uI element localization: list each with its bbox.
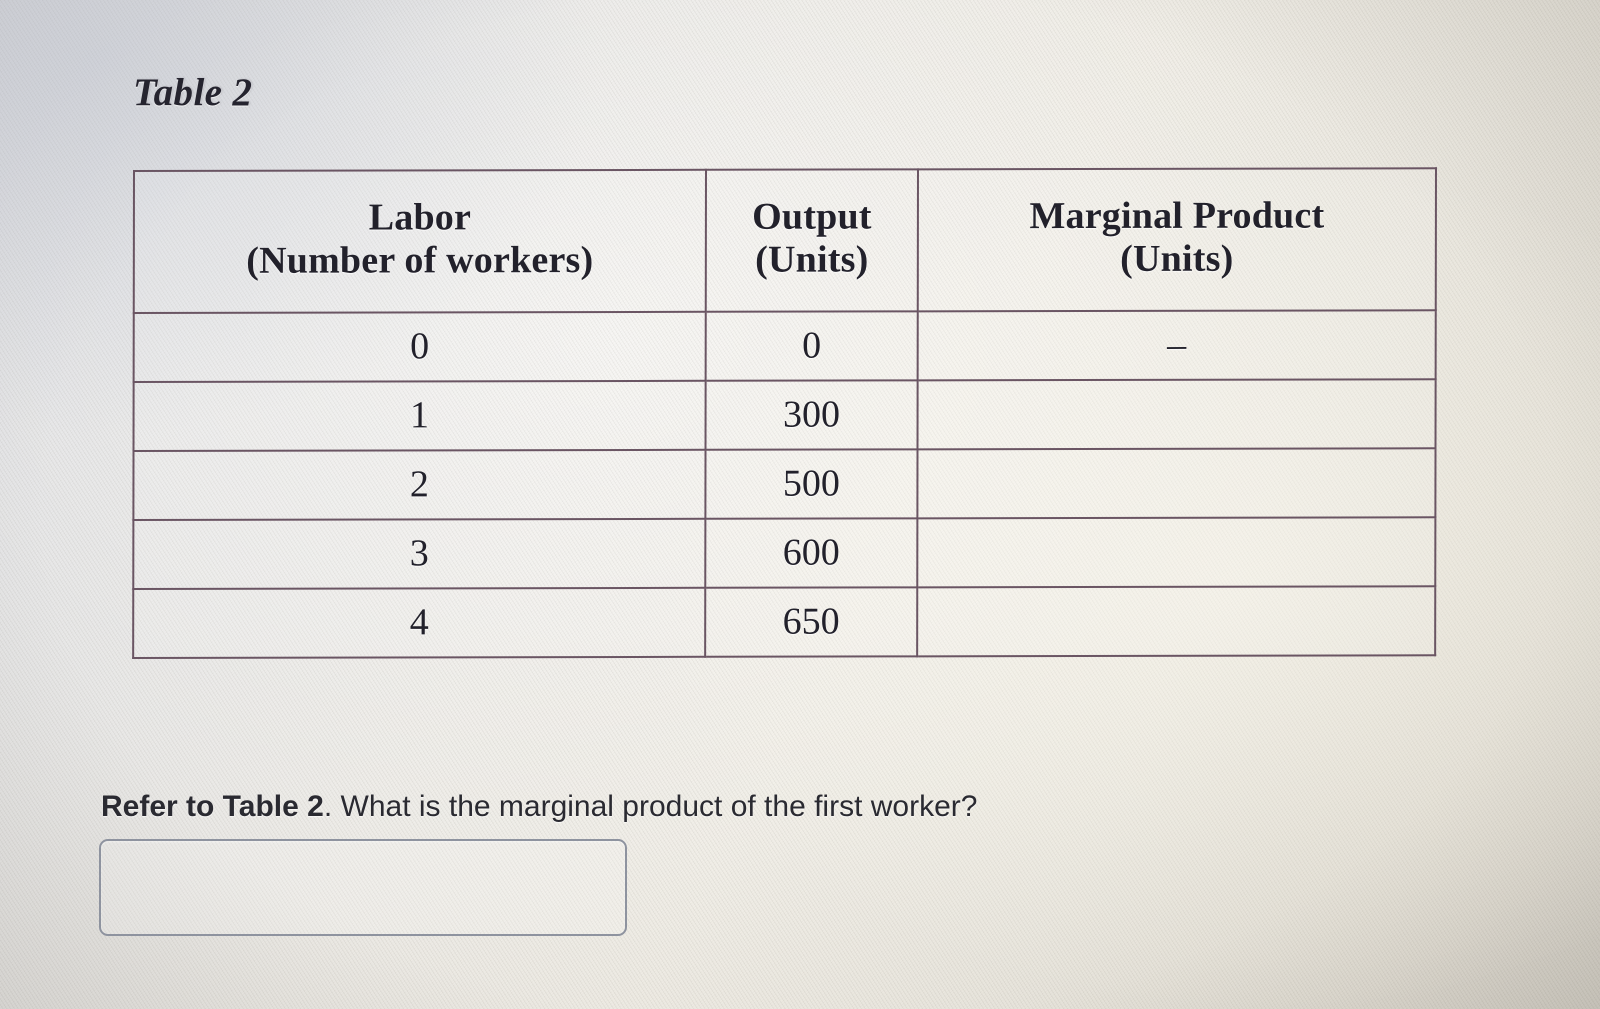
cell-labor: 3	[133, 518, 706, 590]
table-row: 3 600	[133, 517, 1436, 590]
cell-marginal-product: –	[917, 310, 1436, 381]
table-header-row: Labor (Number of workers) Output (Units)…	[133, 168, 1436, 313]
answer-input[interactable]	[99, 839, 627, 936]
cell-output: 650	[705, 587, 918, 657]
labor-output-table: Labor (Number of workers) Output (Units)…	[132, 167, 1437, 660]
column-header-marginal-product-line2: (Units)	[1120, 237, 1234, 280]
cell-output: 0	[705, 311, 918, 381]
column-header-labor-line2: (Number of workers)	[246, 239, 594, 282]
column-header-output-line2: (Units)	[755, 238, 869, 281]
column-header-marginal-product-line1: Marginal Product	[1029, 194, 1325, 238]
column-header-labor-line1: Labor	[368, 196, 472, 239]
column-header-labor: Labor (Number of workers)	[133, 169, 706, 313]
page-title: Table 2	[133, 71, 253, 114]
column-header-marginal-product: Marginal Product (Units)	[917, 168, 1436, 312]
cell-output: 500	[705, 449, 918, 519]
cell-marginal-product	[917, 379, 1436, 450]
cell-output: 600	[705, 518, 918, 588]
question-body: . What is the marginal product of the fi…	[323, 790, 978, 823]
table-2-container: Labor (Number of workers) Output (Units)…	[132, 167, 1437, 660]
cell-labor: 2	[133, 449, 706, 520]
question-prompt: Refer to Table 2. What is the marginal p…	[101, 788, 1351, 826]
cell-marginal-product	[917, 517, 1436, 588]
cell-marginal-product	[917, 448, 1436, 519]
cell-labor: 0	[133, 311, 706, 382]
column-header-output: Output (Units)	[705, 169, 918, 312]
cell-marginal-product	[917, 586, 1436, 657]
question-reference: Refer to Table 2	[101, 790, 324, 823]
cell-labor: 4	[133, 587, 706, 659]
column-header-output-line1: Output	[752, 195, 872, 239]
table-row: 1 300	[133, 379, 1436, 451]
table-row: 4 650	[133, 586, 1436, 659]
cell-labor: 1	[133, 380, 706, 451]
cell-output: 300	[705, 380, 918, 450]
table-row: 2 500	[133, 448, 1436, 520]
table-row: 0 0 –	[133, 310, 1436, 382]
